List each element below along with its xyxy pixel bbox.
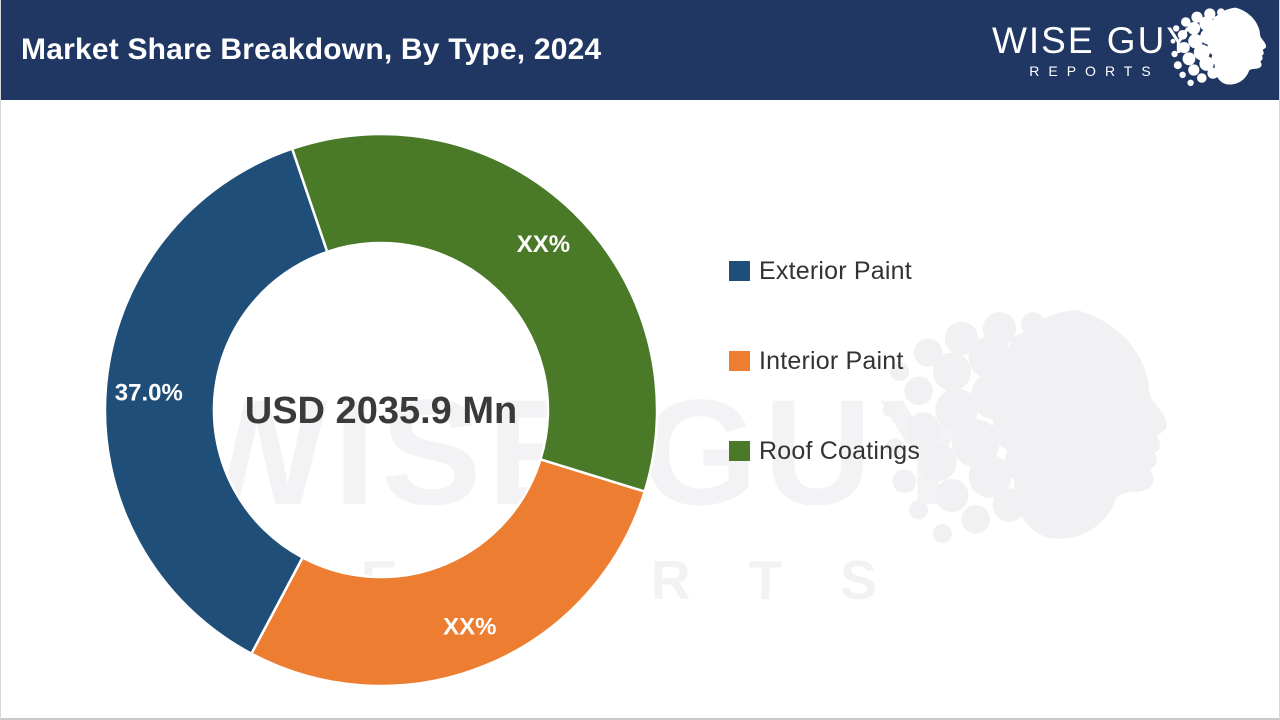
legend-swatch-roof-coatings bbox=[729, 441, 750, 461]
header-bar: Market Share Breakdown, By Type, 2024 WI… bbox=[1, 0, 1279, 100]
chart-area: WISE GUY REPORTS XX%XX%37.0%USD 2035.9 M… bbox=[1, 100, 1280, 718]
slice-label-exterior-paint: 37.0% bbox=[115, 379, 183, 406]
donut-slice-interior-paint bbox=[250, 458, 646, 688]
legend-item-exterior-paint: Exterior Paint bbox=[729, 226, 920, 316]
legend-swatch-exterior-paint bbox=[729, 261, 750, 281]
page-title: Market Share Breakdown, By Type, 2024 bbox=[21, 33, 602, 66]
donut-slice-exterior-paint bbox=[103, 147, 329, 655]
legend: Exterior Paint Interior Paint Roof Coati… bbox=[729, 226, 920, 496]
legend-item-interior-paint: Interior Paint bbox=[729, 316, 920, 406]
donut-slice-roof-coatings bbox=[290, 132, 659, 493]
legend-label: Interior Paint bbox=[759, 346, 904, 375]
legend-item-roof-coatings: Roof Coatings bbox=[729, 406, 920, 496]
wiseguy-logo: WISE GUY REPORTS bbox=[992, 0, 1269, 100]
donut-chart: XX% XX% 37.0% USD 2035.9 Mn bbox=[103, 132, 659, 688]
slice-label-roof-coatings: XX% bbox=[517, 231, 570, 258]
logo-wordmark: WISE GUY bbox=[991, 19, 1193, 61]
legend-swatch-interior-paint bbox=[729, 351, 750, 371]
legend-label: Exterior Paint bbox=[759, 256, 912, 285]
logo-subtitle: REPORTS bbox=[1029, 62, 1160, 79]
legend-label: Roof Coatings bbox=[759, 436, 921, 465]
slice-label-interior-paint: XX% bbox=[443, 613, 496, 640]
wiseguy-logo-text: WISE GUY REPORTS bbox=[992, 22, 1193, 79]
donut-center-value: USD 2035.9 Mn bbox=[245, 390, 517, 432]
